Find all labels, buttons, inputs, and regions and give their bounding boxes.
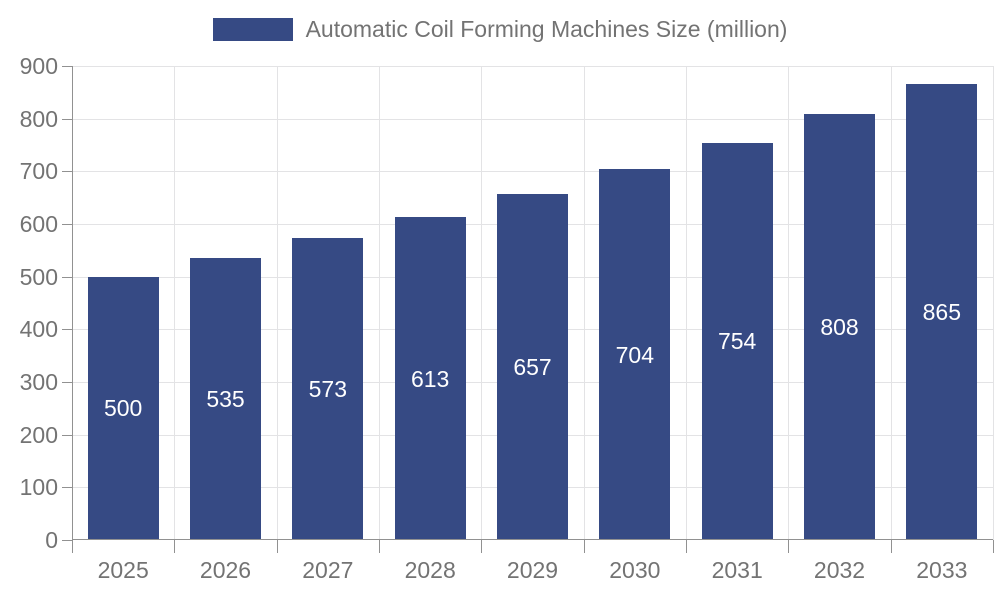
bar[interactable]: 573	[292, 238, 364, 540]
bar-value-label: 865	[922, 299, 962, 326]
y-tick-label: 200	[19, 421, 58, 448]
bar-value-label: 535	[206, 386, 245, 413]
y-axis-tick	[62, 276, 72, 278]
y-tick-label: 100	[19, 474, 58, 501]
x-axis-tick	[993, 540, 994, 553]
y-tick-label: 600	[19, 211, 58, 237]
v-gridline	[481, 66, 483, 540]
bar[interactable]: 657	[497, 193, 568, 540]
bar[interactable]: 535	[190, 258, 261, 540]
legend[interactable]: Automatic Coil Forming Machines Size (mi…	[0, 16, 1000, 42]
y-axis-tick	[62, 487, 72, 489]
y-axis-tick	[62, 434, 72, 436]
x-axis-tick	[379, 540, 380, 553]
v-gridline	[174, 66, 176, 540]
x-tick-label: 2026	[199, 557, 252, 583]
x-axis-tick	[890, 540, 892, 553]
bar-value-label: 808	[820, 314, 859, 341]
x-axis-tick	[174, 540, 176, 553]
y-axis-line	[72, 66, 73, 540]
x-tick-label: 2030	[609, 557, 661, 583]
bar[interactable]: 704	[599, 169, 671, 540]
y-axis-tick	[62, 66, 72, 67]
bar-value-label: 613	[410, 365, 450, 392]
x-axis-tick	[583, 540, 585, 553]
x-tick-label: 2027	[302, 557, 354, 583]
bar[interactable]: 808	[804, 114, 875, 540]
x-tick-label: 2031	[711, 557, 763, 583]
x-axis-line	[72, 539, 993, 540]
y-tick-label: 500	[19, 263, 58, 290]
y-tick-label: 300	[19, 369, 58, 395]
v-gridline	[276, 66, 278, 540]
v-gridline	[379, 66, 380, 540]
y-axis-tick	[62, 224, 72, 225]
bar-value-label: 500	[103, 395, 143, 422]
v-gridline	[890, 66, 892, 540]
x-tick-label: 2032	[813, 557, 866, 583]
bar[interactable]: 754	[701, 142, 773, 540]
bar[interactable]: 500	[87, 276, 159, 540]
bar-value-label: 573	[308, 376, 348, 403]
h-gridline	[72, 66, 993, 67]
y-axis-tick	[62, 540, 72, 541]
v-gridline	[686, 66, 687, 540]
h-gridline	[72, 171, 993, 173]
h-gridline	[72, 118, 993, 120]
bar[interactable]: 613	[394, 217, 466, 540]
y-axis-tick	[62, 382, 72, 383]
y-axis-tick	[62, 329, 72, 331]
bar[interactable]: 865	[906, 84, 978, 540]
y-axis-tick	[62, 171, 72, 173]
legend-label: Automatic Coil Forming Machines Size (mi…	[305, 16, 788, 42]
legend-swatch	[212, 18, 293, 42]
x-axis-tick	[788, 540, 790, 553]
v-gridline	[583, 66, 585, 540]
y-tick-label: 0	[45, 527, 58, 553]
x-axis-tick	[481, 540, 483, 553]
x-tick-label: 2029	[506, 557, 559, 583]
x-tick-label: 2033	[916, 557, 968, 583]
plot-area: 500 535 573 613 657 704 754 808 865	[72, 66, 994, 540]
x-tick-label: 2025	[97, 557, 149, 583]
y-tick-label: 400	[19, 316, 58, 343]
x-axis-tick	[686, 540, 687, 553]
bar-value-label: 704	[615, 341, 655, 368]
v-gridline	[788, 66, 790, 540]
y-tick-label: 800	[19, 105, 58, 132]
y-axis-tick	[62, 118, 72, 120]
bar-value-label: 754	[717, 328, 757, 355]
bar-value-label: 657	[513, 353, 552, 380]
y-tick-label: 900	[19, 53, 58, 79]
x-axis-tick	[276, 540, 278, 553]
v-gridline	[993, 66, 994, 540]
x-axis-tick	[72, 540, 73, 553]
x-tick-label: 2028	[404, 557, 456, 583]
y-tick-label: 700	[19, 158, 58, 185]
